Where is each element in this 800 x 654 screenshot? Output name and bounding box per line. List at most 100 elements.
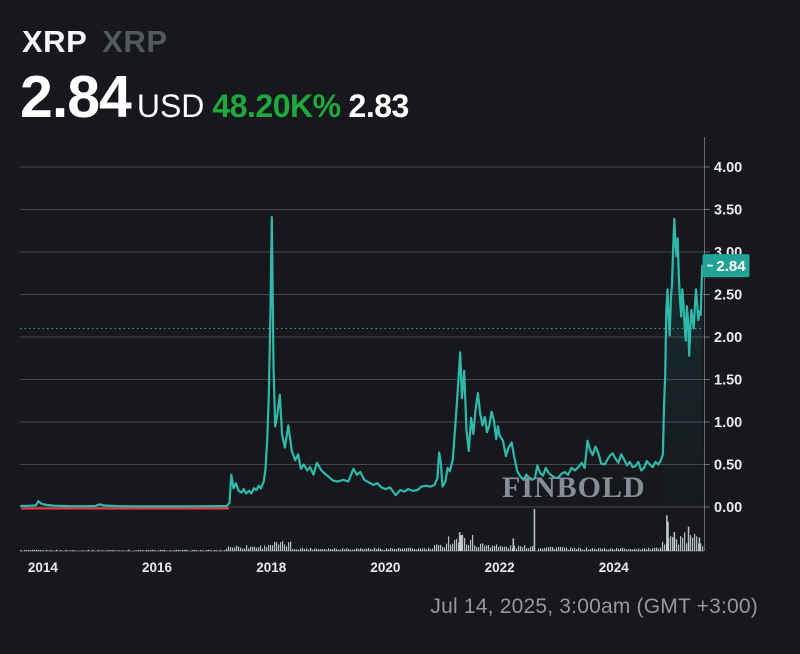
volume-bar xyxy=(224,550,226,551)
asset-symbol-secondary: XRP xyxy=(102,24,168,59)
volume-bar xyxy=(354,549,356,551)
volume-bar xyxy=(244,548,246,551)
ticker-row: XRP XRP xyxy=(22,24,168,60)
y-axis-label: 0.00 xyxy=(714,500,742,516)
volume-bar xyxy=(402,548,404,551)
volume-bar xyxy=(446,543,448,551)
volume-bar xyxy=(202,550,204,551)
volume-bar xyxy=(266,547,268,551)
volume-spike-bar xyxy=(666,515,668,551)
volume-spike-bar xyxy=(533,509,536,551)
volume-bar xyxy=(684,532,686,551)
volume-bar xyxy=(692,537,694,551)
volume-bar xyxy=(472,534,474,551)
volume-bar xyxy=(602,548,604,551)
volume-bar xyxy=(376,549,378,551)
volume-bar xyxy=(656,547,658,551)
volume-bar xyxy=(478,547,480,551)
price-line-series xyxy=(20,216,704,508)
y-axis-label: 1.00 xyxy=(714,415,742,431)
volume-bar xyxy=(72,550,74,551)
y-axis-label: 2.00 xyxy=(714,330,742,346)
volume-bar xyxy=(524,545,526,551)
volume-bar xyxy=(552,547,554,551)
volume-bar xyxy=(398,547,400,551)
volume-bar xyxy=(372,549,374,551)
volume-bar xyxy=(632,549,634,551)
volume-bar xyxy=(268,545,270,551)
volume-bar xyxy=(600,548,602,551)
volume-bar xyxy=(486,545,488,551)
x-axis-label: 2014 xyxy=(28,560,59,575)
volume-bar xyxy=(348,548,350,551)
volume-bar xyxy=(620,548,622,551)
volume-bar xyxy=(682,537,684,551)
volume-bar xyxy=(590,549,592,551)
volume-bar xyxy=(66,549,68,551)
timestamp-label: Jul 14, 2025, 3:00am (GMT +3:00) xyxy=(430,595,758,618)
volume-bar xyxy=(474,545,476,551)
volume-bar xyxy=(412,548,414,551)
volume-bar xyxy=(458,542,460,551)
volume-bar xyxy=(390,548,392,551)
volume-bar xyxy=(328,548,330,551)
volume-bar xyxy=(634,548,636,551)
volume-bar xyxy=(574,547,576,551)
volume-bar xyxy=(570,547,572,551)
volume-bar xyxy=(374,547,376,551)
volume-bar xyxy=(364,549,366,551)
volume-bar xyxy=(406,548,408,551)
volume-bar xyxy=(700,543,702,551)
volume-bar xyxy=(60,550,62,551)
volume-bar xyxy=(92,549,94,551)
y-axis-label: 4.00 xyxy=(714,160,742,176)
volume-bar xyxy=(74,550,76,551)
volume-bar xyxy=(318,549,320,551)
volume-bar xyxy=(108,550,110,551)
asset-symbol: XRP xyxy=(22,24,88,59)
volume-bar xyxy=(664,544,666,551)
volume-bar xyxy=(102,550,104,551)
volume-bar xyxy=(520,546,522,551)
volume-bar xyxy=(696,536,698,551)
volume-bar xyxy=(626,549,628,551)
volume-bar xyxy=(106,550,108,551)
volume-bar xyxy=(546,547,548,551)
volume-bar xyxy=(146,549,148,551)
volume-bar xyxy=(88,550,90,551)
volume-bar xyxy=(306,548,308,551)
volume-bar xyxy=(356,548,358,551)
volume-bar xyxy=(470,539,472,551)
volume-bar xyxy=(604,548,606,551)
volume-bar xyxy=(352,549,354,551)
volume-bar xyxy=(292,549,294,551)
volume-bar xyxy=(464,537,466,551)
volume-bar xyxy=(294,549,296,551)
volume-bar xyxy=(538,548,540,551)
volume-bar xyxy=(440,544,442,551)
volume-bar xyxy=(344,549,346,551)
volume-bar xyxy=(270,545,272,551)
volume-bar xyxy=(610,548,612,551)
volume-bar xyxy=(526,548,528,551)
volume-bar xyxy=(676,539,678,551)
volume-bar xyxy=(274,541,276,551)
volume-bar xyxy=(480,543,482,551)
volume-bar xyxy=(200,550,202,551)
volume-bar xyxy=(330,549,332,551)
volume-bar xyxy=(70,550,72,551)
volume-bar xyxy=(252,546,254,551)
volume-bar xyxy=(178,549,180,551)
volume-bar xyxy=(404,548,406,551)
volume-bar xyxy=(414,548,416,551)
volume-bar xyxy=(556,547,558,551)
volume-bar xyxy=(514,545,516,551)
volume-bar xyxy=(334,548,336,551)
volume-bar xyxy=(46,549,48,551)
volume-bar xyxy=(388,549,390,551)
volume-bar xyxy=(640,549,642,551)
volume-bar xyxy=(272,545,274,551)
volume-bar xyxy=(466,544,468,551)
volume-bar xyxy=(500,546,502,551)
